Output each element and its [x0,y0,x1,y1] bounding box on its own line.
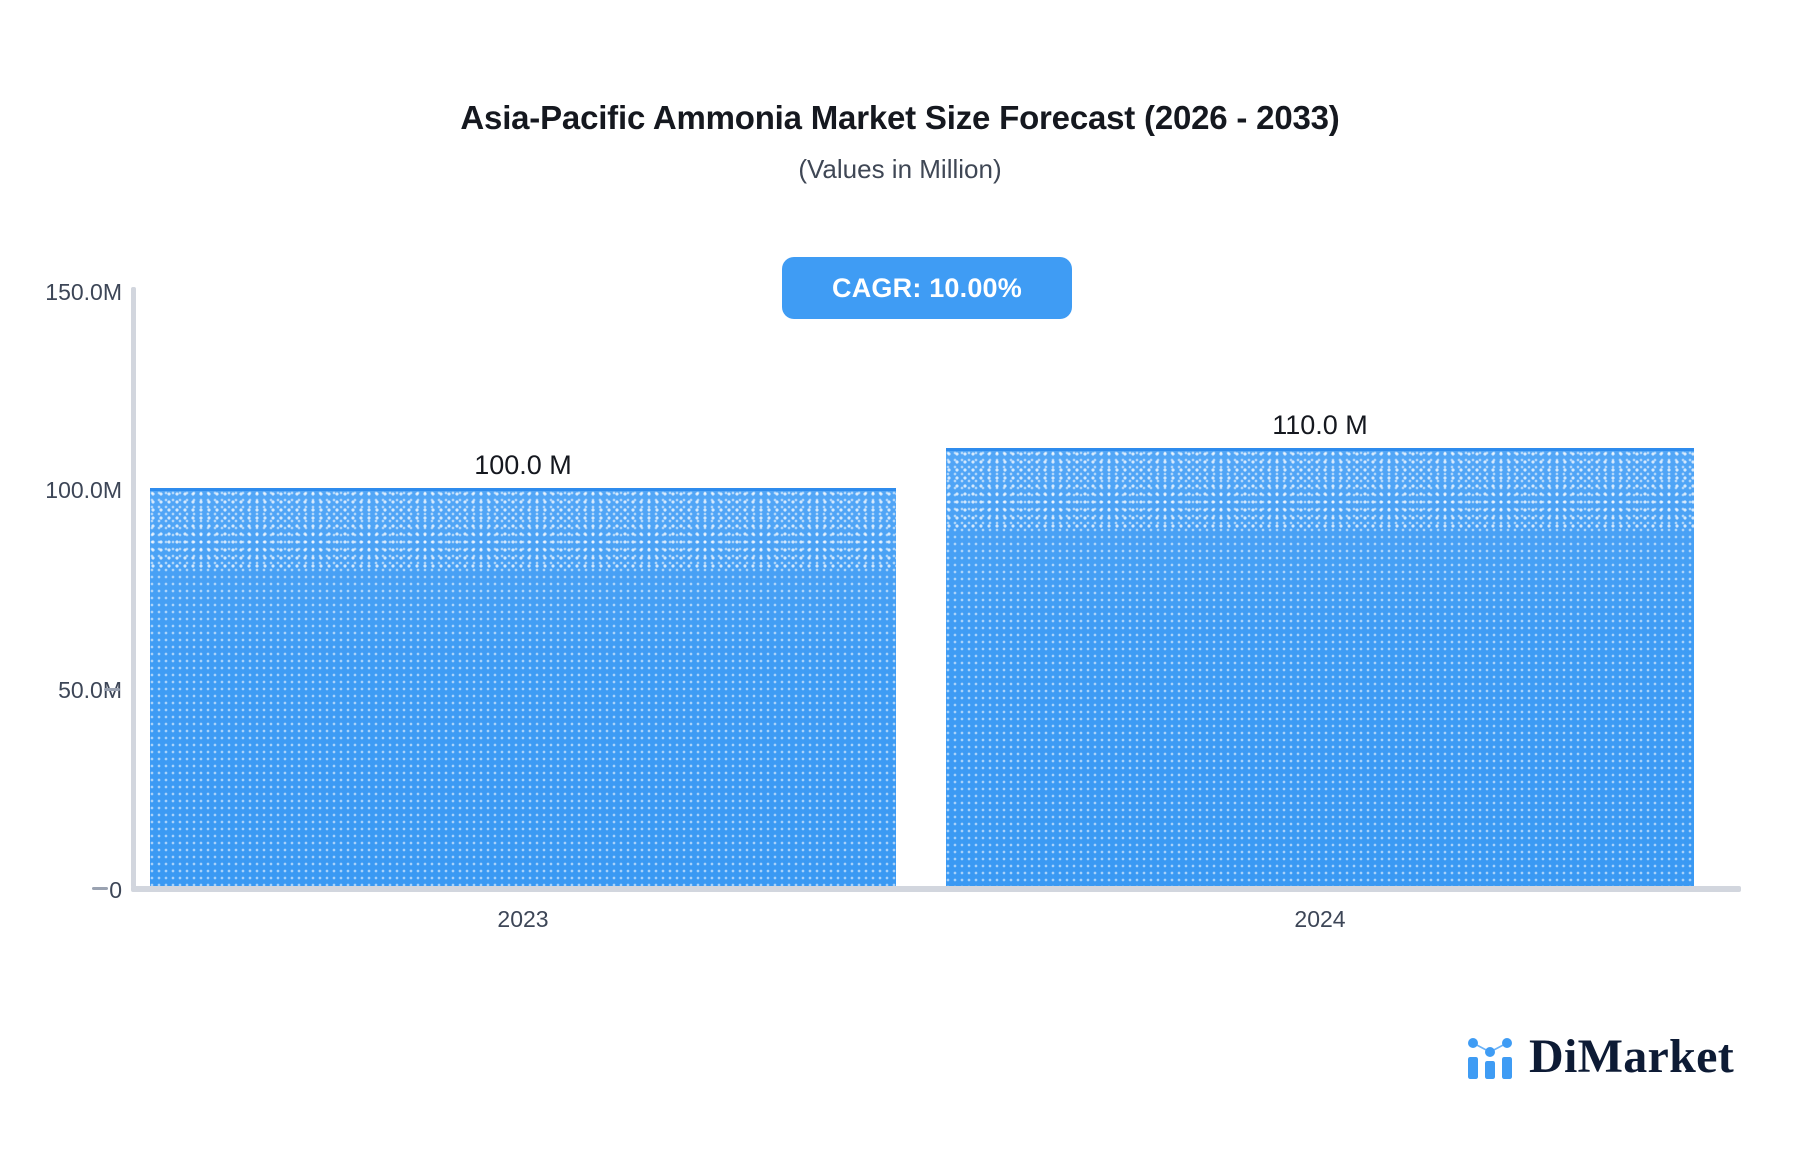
chart-subtitle: (Values in Million) [798,153,1002,184]
bar-value-label-2023: 100.0 M [474,450,572,480]
chart-title: Asia-Pacific Ammonia Market Size Forecas… [460,99,1340,136]
cagr-badge-label: CAGR: 10.00% [832,272,1022,303]
y-tick-label-0: 0 [109,877,122,903]
bar-value-label-2024: 110.0 M [1272,410,1368,440]
bar-2024[interactable] [946,448,1694,886]
brand-name: DiMarket [1529,1030,1734,1083]
x-axis-line [131,886,1741,892]
chart-header: Asia-Pacific Ammonia Market Size Forecas… [0,0,1800,185]
x-tick-label-2023: 2023 [497,906,549,932]
brand-logo: DiMarket [1465,1033,1734,1081]
y-tick-label-50: 50.0M [58,677,122,703]
y-tick-label-100: 100.0M [45,477,122,503]
bar-2023[interactable] [150,488,896,886]
x-tick-label-2024: 2024 [1294,906,1346,932]
y-axis-line [131,287,136,888]
y-tick-mark-50 [104,688,120,691]
y-tick-label-150: 150.0M [45,279,122,305]
bar-chart-dots-icon [1468,1038,1512,1079]
y-tick-mark-0 [92,887,108,890]
cagr-badge: CAGR: 10.00% [782,257,1072,319]
